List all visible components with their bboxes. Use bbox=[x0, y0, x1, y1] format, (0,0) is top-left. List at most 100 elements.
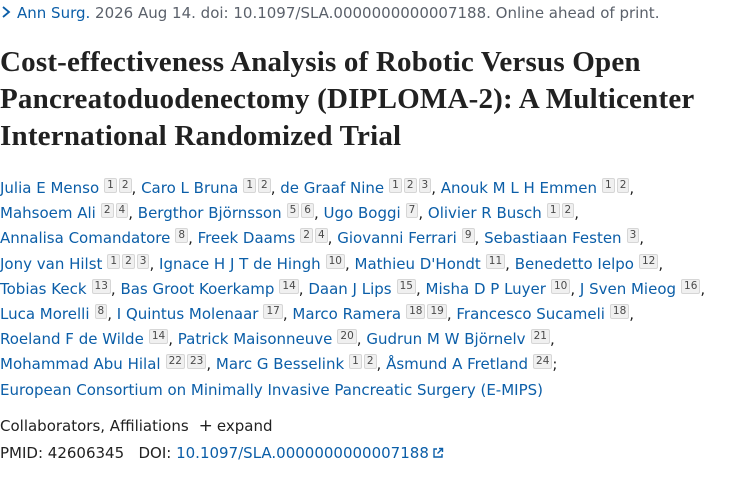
author-name[interactable]: Marc G Besselink bbox=[215, 355, 345, 374]
expander[interactable]: Collaborators, Affiliations + expand bbox=[0, 416, 273, 436]
author: Bergthor Björnsson 5 6, bbox=[137, 203, 319, 223]
affiliation-number[interactable]: 3 bbox=[136, 253, 150, 269]
affiliation-number[interactable]: 15 bbox=[396, 278, 416, 294]
affiliation-number[interactable]: 12 bbox=[638, 253, 659, 269]
punctuation: , bbox=[629, 305, 635, 324]
citation: Ann Surg. 2026 Aug 14. doi: 10.1097/SLA.… bbox=[0, 4, 659, 22]
affiliation-number[interactable]: 13 bbox=[91, 278, 111, 294]
affiliation-number[interactable]: 1 bbox=[107, 253, 121, 269]
affiliation-number[interactable]: 8 bbox=[175, 228, 189, 244]
affiliation-number[interactable]: 2 bbox=[561, 203, 575, 219]
author-name[interactable]: Ugo Boggi bbox=[323, 204, 401, 223]
affiliation-number[interactable]: 1 bbox=[349, 354, 362, 370]
affiliation-number[interactable]: 3 bbox=[418, 178, 432, 193]
affiliation-number[interactable]: 1 bbox=[389, 178, 402, 193]
author-name[interactable]: Misha D P Luyer bbox=[425, 279, 546, 298]
author-name[interactable]: Marco Ramera bbox=[292, 305, 402, 324]
affiliation-number[interactable]: 10 bbox=[550, 278, 571, 294]
journal-link[interactable]: Ann Surg. bbox=[17, 4, 91, 22]
affiliation-number[interactable]: 2 bbox=[118, 178, 132, 193]
punctuation: , bbox=[168, 330, 173, 349]
author-name[interactable]: Mahsoem Ali bbox=[0, 204, 96, 223]
affiliation-number[interactable]: 9 bbox=[461, 228, 475, 244]
affiliation-number[interactable]: 2 bbox=[616, 178, 630, 193]
author-name[interactable]: de Graaf Nine bbox=[280, 179, 385, 197]
author-name[interactable]: Luca Morelli bbox=[0, 305, 90, 324]
affiliation-number[interactable]: 4 bbox=[314, 228, 328, 244]
affiliation-number[interactable]: 4 bbox=[115, 203, 129, 219]
affiliation-number[interactable]: 14 bbox=[148, 329, 169, 345]
affiliation-number[interactable]: 21 bbox=[530, 329, 550, 345]
affiliation-number[interactable]: 2 bbox=[100, 203, 114, 219]
affiliation-number[interactable]: 17 bbox=[263, 304, 283, 320]
affiliation-number[interactable]: 19 bbox=[427, 304, 447, 320]
affiliation-number[interactable]: 22 bbox=[165, 354, 185, 370]
affiliation-number[interactable]: 3 bbox=[626, 228, 640, 244]
author-name[interactable]: Caro L Bruna bbox=[141, 179, 239, 197]
punctuation: , bbox=[282, 305, 288, 324]
affiliation-number[interactable]: 1 bbox=[546, 203, 560, 219]
author: Mathieu D'Hondt 11, bbox=[354, 253, 510, 273]
punctuation: ; bbox=[552, 355, 558, 374]
affiliation-number[interactable]: 18 bbox=[406, 304, 426, 320]
author-name[interactable]: Ignace H J T de Hingh bbox=[159, 254, 321, 273]
author-name[interactable]: Annalisa Comandatore bbox=[0, 229, 171, 248]
author-name[interactable]: Freek Daams bbox=[197, 229, 296, 248]
author-name[interactable]: Roeland F de Wilde bbox=[0, 330, 144, 349]
affiliation-number[interactable]: 6 bbox=[301, 203, 314, 219]
affiliation-number[interactable]: 2 bbox=[122, 253, 135, 269]
affiliation-number[interactable]: 23 bbox=[186, 354, 207, 370]
author-name[interactable]: Gudrun M W Björnelv bbox=[366, 330, 526, 349]
author-name[interactable]: Bas Groot Koerkamp bbox=[120, 279, 275, 298]
affiliation-number[interactable]: 1 bbox=[602, 178, 615, 193]
affiliation-number[interactable]: 2 bbox=[403, 178, 417, 193]
author-name[interactable]: Olivier R Busch bbox=[427, 204, 542, 223]
punctuation: , bbox=[376, 355, 382, 374]
affiliation-number[interactable]: 10 bbox=[325, 253, 345, 269]
author-name[interactable]: Bergthor Björnsson bbox=[137, 204, 282, 223]
author-name[interactable]: Jony van Hilst bbox=[0, 254, 103, 273]
author-name[interactable]: Mohammad Abu Hilal bbox=[0, 355, 161, 374]
affiliation-number[interactable]: 2 bbox=[300, 228, 313, 244]
doi-link[interactable]: 10.1097/SLA.0000000000007188 bbox=[176, 444, 429, 462]
author-name[interactable]: Giovanni Ferrari bbox=[337, 229, 457, 248]
expander-action[interactable]: expand bbox=[216, 417, 273, 435]
affiliation-number[interactable]: 16 bbox=[681, 278, 701, 294]
affiliation-number[interactable]: 8 bbox=[94, 304, 108, 320]
author-name[interactable]: Patrick Maisonneuve bbox=[177, 330, 333, 349]
author-name[interactable]: Benedetto Ielpo bbox=[514, 254, 634, 273]
author-name[interactable]: Sebastiaan Festen bbox=[484, 229, 622, 248]
doi-label: DOI: bbox=[138, 444, 172, 462]
author-name[interactable]: Åsmund A Fretland bbox=[386, 355, 529, 374]
author: Mohammad Abu Hilal 22 23, bbox=[0, 354, 211, 374]
affiliation-number[interactable]: 7 bbox=[405, 203, 419, 219]
affiliation-number[interactable]: 2 bbox=[363, 354, 377, 370]
chevron-icon[interactable] bbox=[0, 5, 12, 19]
author-name[interactable]: Daan J Lips bbox=[308, 279, 392, 298]
author: Patrick Maisonneuve 20, bbox=[177, 329, 362, 349]
affiliation-number[interactable]: 18 bbox=[609, 304, 630, 320]
author-name[interactable]: Mathieu D'Hondt bbox=[354, 254, 481, 273]
affiliation-number[interactable]: 1 bbox=[104, 178, 117, 193]
group-author[interactable]: European Consortium on Minimally Invasiv… bbox=[0, 380, 544, 399]
punctuation: , bbox=[574, 204, 579, 223]
affiliation-number[interactable]: 2 bbox=[258, 178, 271, 193]
affiliation-number[interactable]: 24 bbox=[533, 354, 553, 370]
affiliation-number[interactable]: 5 bbox=[286, 203, 300, 219]
affiliation-number[interactable]: 14 bbox=[279, 278, 299, 294]
author-name[interactable]: I Quintus Molenaar bbox=[116, 305, 259, 324]
affiliation-number[interactable]: 1 bbox=[243, 178, 257, 193]
author-list: Julia E Menso 1 2, Caro L Bruna 1 2, de Graa… bbox=[0, 176, 705, 403]
author-name[interactable]: Julia E Menso bbox=[0, 179, 100, 197]
author-name[interactable]: Francesco Sucameli bbox=[456, 305, 605, 324]
punctuation: , bbox=[570, 279, 576, 298]
affiliation-number[interactable]: 20 bbox=[337, 329, 357, 345]
pmid-label: PMID: bbox=[0, 444, 44, 462]
affiliation-number[interactable]: 11 bbox=[485, 253, 506, 269]
author-name[interactable]: Tobias Keck bbox=[0, 279, 87, 298]
punctuation: , bbox=[415, 279, 421, 298]
author: Ignace H J T de Hingh 10, bbox=[159, 253, 350, 273]
author-name[interactable]: J Sven Mieog bbox=[579, 279, 677, 298]
author-name[interactable]: Anouk M L H Emmen bbox=[440, 179, 597, 197]
